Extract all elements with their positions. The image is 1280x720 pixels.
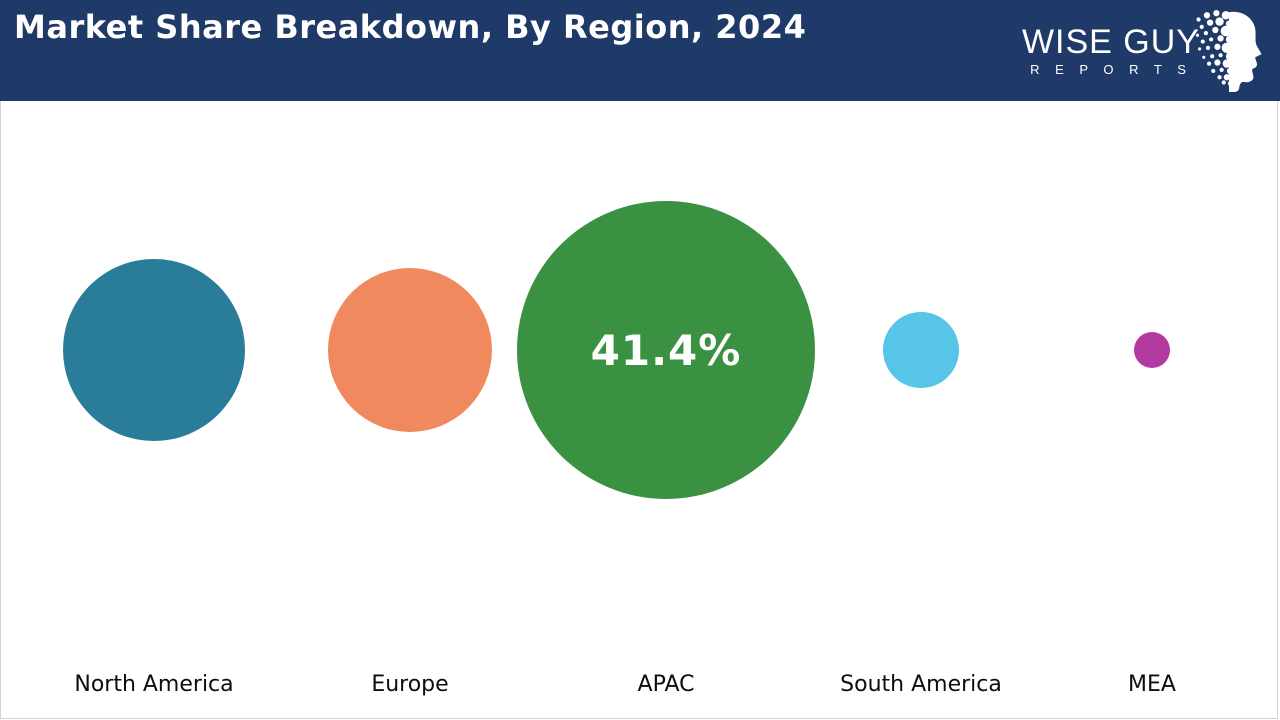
bubble-apac: 41.4% bbox=[517, 201, 815, 499]
logo-wordmark-line1: WISE GUY bbox=[1021, 22, 1200, 61]
bubble-value-label-apac: 41.4% bbox=[590, 325, 742, 375]
bubble-north-america bbox=[63, 259, 245, 441]
brand-logo: WISE GUY R E P O R T S bbox=[1022, 5, 1264, 97]
header-bar: Market Share Breakdown, By Region, 2024 … bbox=[0, 0, 1280, 101]
category-label-mea: MEA bbox=[1128, 672, 1176, 697]
logo-head-icon bbox=[1195, 10, 1262, 92]
bubble-south-america bbox=[883, 312, 959, 388]
bubble-mea bbox=[1134, 332, 1170, 368]
category-label-south-america: South America bbox=[840, 672, 1002, 697]
category-label-apac: APAC bbox=[637, 672, 695, 697]
page-title: Market Share Breakdown, By Region, 2024 bbox=[14, 8, 807, 46]
category-label-europe: Europe bbox=[371, 672, 449, 697]
logo-wordmark-line2: R E P O R T S bbox=[1030, 62, 1192, 78]
bubble-europe bbox=[328, 268, 492, 432]
category-label-north-america: North America bbox=[74, 672, 234, 697]
logo-wordmark: WISE GUY R E P O R T S bbox=[1021, 22, 1200, 78]
